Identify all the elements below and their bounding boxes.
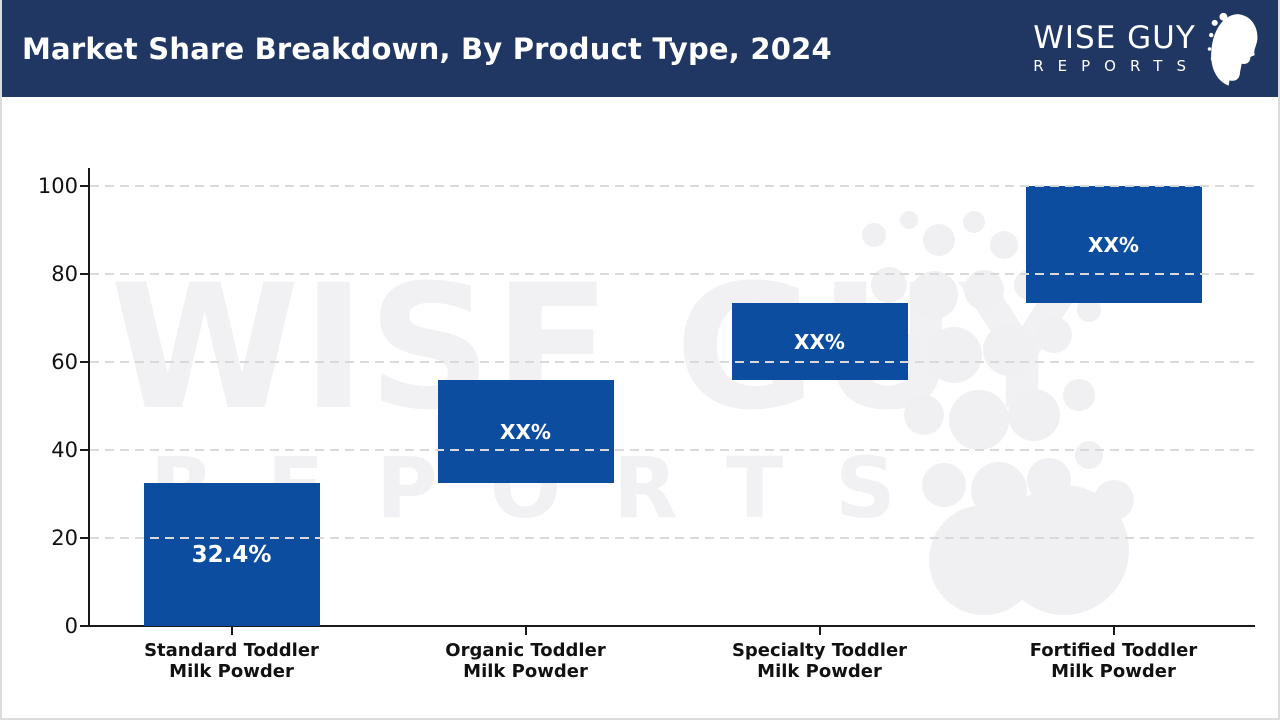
bar-value-label: 32.4% [191,541,272,568]
logo-subtitle: REPORTS [1033,56,1200,75]
y-axis-spine [88,168,90,627]
category-line1: Specialty Toddler [731,640,908,661]
category-line1: Standard Toddler [144,640,319,661]
bar-value-label: XX% [794,329,845,354]
x-category-label: Fortified Toddler Milk Powder [964,640,1264,682]
category-line1: Organic Toddler [445,640,606,661]
category-line2: Milk Powder [169,661,294,682]
bar-segment: XX% [731,303,908,381]
bar-segment: XX% [437,380,614,484]
gridline [90,273,1255,275]
y-tick-label: 80 [51,262,78,286]
x-category-label: Specialty Toddler Milk Powder [670,640,970,682]
gridline [90,185,1255,187]
y-axis-tick [80,537,88,539]
x-axis-tick [230,627,233,635]
brand-logo-text: WISE GUY REPORTS [1033,22,1200,75]
x-axis-tick [524,627,527,635]
y-tick-label: 40 [51,438,78,462]
y-axis-tick [80,625,88,627]
y-tick-label: 0 [64,614,78,638]
x-category-label: Standard Toddler Milk Powder [82,640,382,682]
category-line2: Milk Powder [1051,661,1176,682]
y-axis-tick [80,361,88,363]
y-axis-tick [80,449,88,451]
page-title: Market Share Breakdown, By Product Type,… [22,31,832,66]
category-line2: Milk Powder [757,661,882,682]
gridline [90,449,1255,451]
bar-segment: XX% [1025,186,1202,304]
x-axis-tick [1112,627,1115,635]
y-tick-label: 20 [51,526,78,550]
brand-logo: WISE GUY REPORTS [1033,8,1260,90]
logo-wordmark: WISE GUY [1033,20,1196,57]
x-category-label: Organic Toddler Milk Powder [376,640,676,682]
bar-segment: 32.4% [143,483,320,626]
bar-value-label: XX% [500,419,551,444]
header: Market Share Breakdown, By Product Type,… [2,0,1278,97]
x-axis-tick [818,627,821,635]
gridline [90,361,1255,363]
y-tick-label: 60 [51,350,78,374]
y-axis-tick [80,185,88,187]
gridline [90,537,1255,539]
logo-face-icon [1207,12,1258,86]
y-tick-label: 100 [37,174,78,198]
x-axis-spine [88,625,1255,627]
category-line2: Milk Powder [463,661,588,682]
category-line1: Fortified Toddler [1029,640,1198,661]
bar-value-label: XX% [1088,232,1139,257]
y-axis-tick [80,273,88,275]
